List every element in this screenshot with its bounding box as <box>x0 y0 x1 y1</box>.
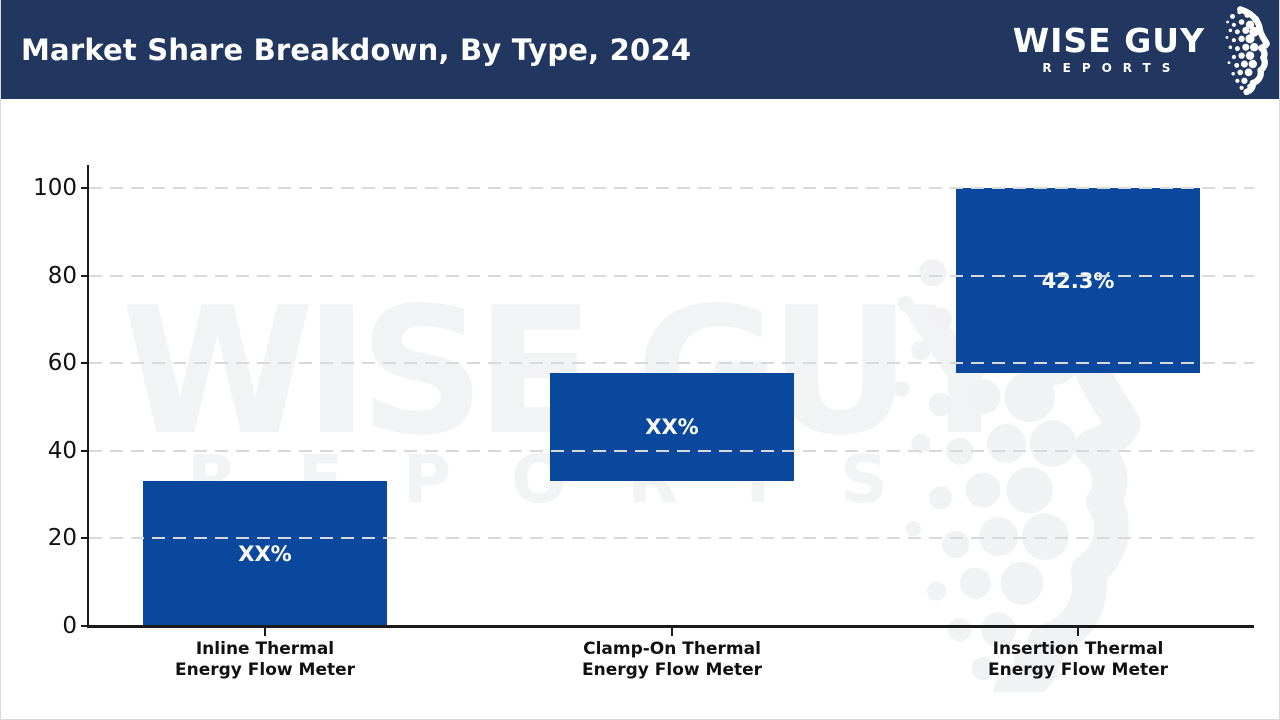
bar: XX% <box>143 481 387 626</box>
wiseguy-face-icon <box>1201 4 1271 96</box>
x-category-line2: Energy Flow Meter <box>174 660 356 680</box>
y-tick-label: 60 <box>47 350 77 377</box>
gridline <box>89 449 1254 452</box>
x-tick-mark <box>1077 628 1079 636</box>
x-category-line1: Inline Thermal <box>195 639 335 659</box>
x-tick-mark <box>264 628 266 636</box>
y-tick-mark <box>81 537 89 540</box>
x-category-line2: Energy Flow Meter <box>581 660 763 680</box>
bar: 42.3% <box>956 188 1200 374</box>
x-category-label: Insertion Thermal Energy Flow Meter <box>918 639 1238 681</box>
y-tick-label: 0 <box>62 613 77 639</box>
bar-value-label: XX% <box>645 415 699 440</box>
x-tick-mark <box>671 628 673 636</box>
header-bar: Market Share Breakdown, By Type, 2024 WI… <box>1 0 1279 99</box>
y-axis <box>87 165 89 628</box>
y-tick-mark <box>81 362 89 365</box>
x-category-line1: Insertion Thermal <box>992 639 1164 659</box>
brand-logo: WISE GUY REPORTS <box>1013 4 1271 96</box>
y-tick-mark <box>81 274 89 277</box>
x-category-line1: Clamp-On Thermal <box>583 639 761 659</box>
page-title: Market Share Breakdown, By Type, 2024 <box>21 32 692 67</box>
y-tick-mark <box>81 449 89 452</box>
brand-name: WISE GUY <box>1012 21 1205 60</box>
y-tick-mark <box>81 625 89 627</box>
x-category-label: Clamp-On Thermal Energy Flow Meter <box>512 639 832 681</box>
gridline <box>89 187 1254 189</box>
gridline <box>89 362 1254 365</box>
brand-text-block: WISE GUY REPORTS <box>1013 24 1205 75</box>
gridline <box>89 537 1254 540</box>
y-tick-label: 100 <box>33 175 77 201</box>
x-category-line2: Energy Flow Meter <box>987 660 1169 680</box>
x-axis <box>87 625 1254 628</box>
bar-value-label: 42.3% <box>1041 268 1115 293</box>
bar: XX% <box>550 373 794 482</box>
gridline <box>89 274 1254 277</box>
brand-subname: REPORTS <box>1042 61 1182 75</box>
y-tick-label: 40 <box>47 437 77 464</box>
x-category-label: Inline Thermal Energy Flow Meter <box>105 639 425 681</box>
y-tick-label: 80 <box>47 262 77 289</box>
bar-value-label: XX% <box>238 541 292 566</box>
y-tick-mark <box>81 187 89 189</box>
y-tick-label: 20 <box>47 525 77 552</box>
